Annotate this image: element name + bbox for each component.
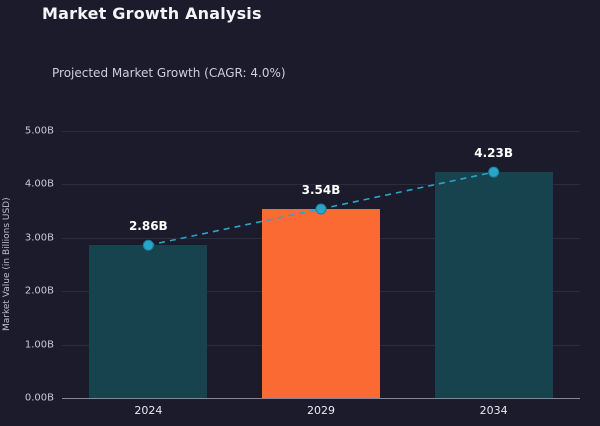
bar-2029 — [262, 208, 380, 398]
x-axis: 2024 2029 2034 — [62, 402, 580, 420]
x-tick-label: 2029 — [307, 404, 335, 417]
y-tick-label: 3.00B — [24, 232, 54, 244]
bar-value-label: 4.23B — [474, 146, 514, 161]
bar-value-label: 3.54B — [301, 182, 341, 197]
y-tick-label: 4.00B — [24, 178, 54, 190]
chart-title: Market Growth Analysis — [42, 4, 262, 23]
y-axis-title: Market Value (in Billions USD) — [2, 197, 12, 332]
y-tick-label: 1.00B — [24, 339, 54, 351]
bar-2024 — [89, 245, 208, 398]
plot-area: 0.00B 1.00B 2.00B 3.00B 4.00B 5.00B 2.86B 3.54B… — [25, 126, 580, 404]
gridline — [62, 131, 580, 132]
chart-subtitle: Projected Market Growth (CAGR: 4.0%) — [52, 66, 286, 80]
bar-2034 — [434, 172, 553, 398]
y-tick-label: 2.00B — [24, 285, 54, 297]
y-tick-label: 5.00B — [24, 125, 54, 137]
x-tick-label: 2034 — [479, 404, 508, 417]
bar-value-label: 2.86B — [128, 219, 168, 234]
x-tick-label: 2024 — [134, 404, 163, 417]
y-tick-label: 0.00B — [24, 392, 54, 404]
